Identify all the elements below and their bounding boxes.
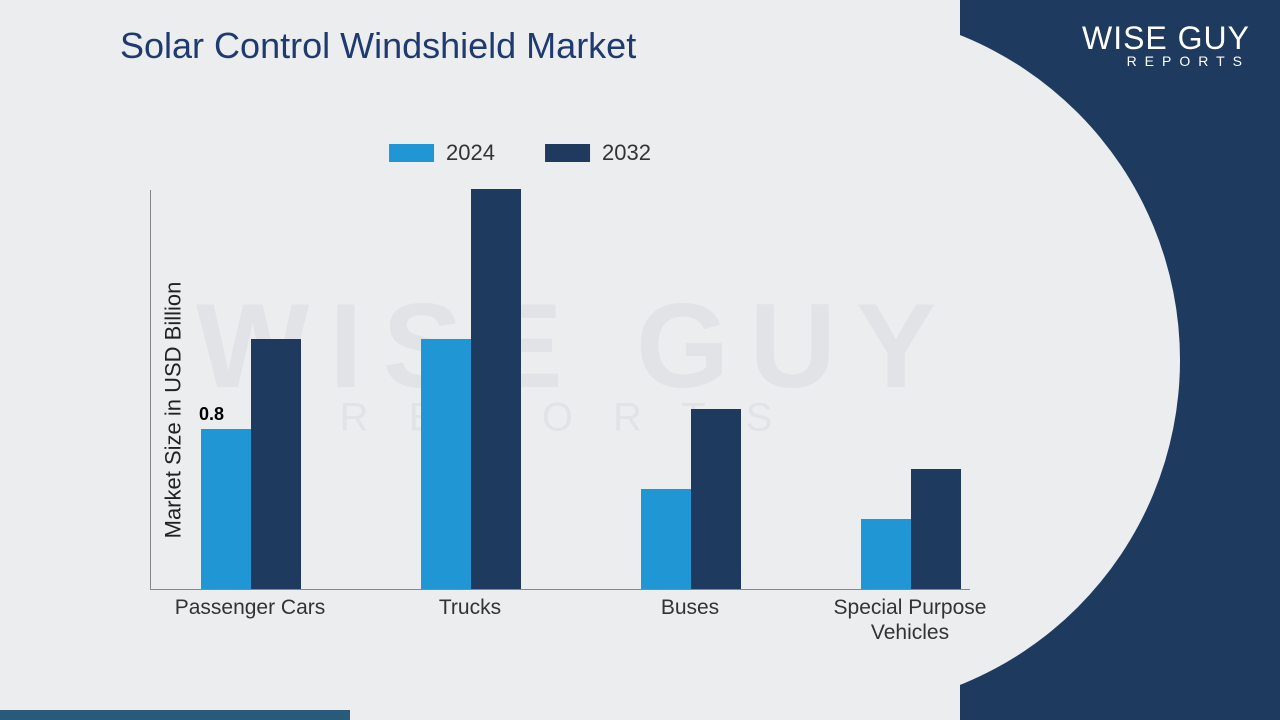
x-label-1: Trucks	[390, 595, 550, 620]
legend: 2024 2032	[389, 140, 651, 166]
legend-item-2024: 2024	[389, 140, 495, 166]
bar-group-1	[421, 189, 521, 589]
logo: WISE GUY REPORTS	[1082, 20, 1250, 69]
legend-swatch-2032	[545, 144, 590, 162]
bar-group-3	[861, 469, 961, 589]
bar-2032-3	[911, 469, 961, 589]
value-label: 0.8	[199, 404, 224, 425]
x-label-3: Special Purpose Vehicles	[830, 595, 990, 645]
bar-2024-3	[861, 519, 911, 589]
x-label-2: Buses	[610, 595, 770, 620]
bottom-accent-bar	[0, 710, 350, 720]
logo-main: WISE GUY	[1082, 20, 1250, 57]
chart-title: Solar Control Windshield Market	[120, 25, 636, 67]
bar-2032-0	[251, 339, 301, 589]
bar-group-2	[641, 409, 741, 589]
bar-2024-1	[421, 339, 471, 589]
legend-label-2032: 2032	[602, 140, 651, 166]
bar-2032-2	[691, 409, 741, 589]
legend-swatch-2024	[389, 144, 434, 162]
bar-2024-2	[641, 489, 691, 589]
bar-2024-0	[201, 429, 251, 589]
legend-label-2024: 2024	[446, 140, 495, 166]
bar-group-0	[201, 339, 301, 589]
plot-area: 0.8	[150, 190, 970, 590]
x-label-0: Passenger Cars	[170, 595, 330, 620]
bar-2032-1	[471, 189, 521, 589]
chart-container: Market Size in USD Billion 2024 2032 0.8…	[60, 140, 980, 680]
legend-item-2032: 2032	[545, 140, 651, 166]
